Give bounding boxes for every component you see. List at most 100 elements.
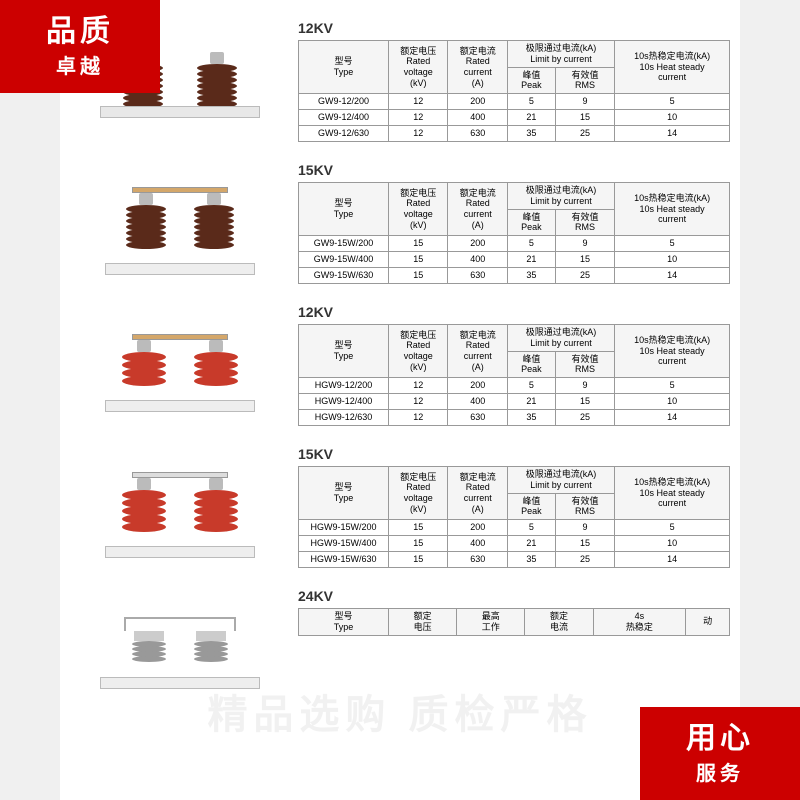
cell-type: HGW9-15W/400 (299, 535, 389, 551)
cell-rms: 9 (555, 378, 614, 394)
cell-rms: 15 (555, 109, 614, 125)
badge-text: 卓越 (10, 50, 150, 79)
th-voltage: 额定电压 (389, 609, 457, 636)
voltage-heading: 12KV (298, 304, 730, 320)
cell-voltage: 12 (389, 125, 448, 141)
cell-type: HGW9-15W/200 (299, 520, 389, 536)
cell-rms: 25 (555, 551, 614, 567)
cell-steady: 14 (615, 267, 730, 283)
th-steady: 10s热稳定电流(kA)10s Heat steadycurrent (615, 467, 730, 520)
th-rms: 有效值RMS (555, 351, 614, 378)
cell-type: HGW9-12/200 (299, 378, 389, 394)
badge-text: 品质 (10, 14, 150, 50)
table-row: HGW9-12/630 12 630 35 25 14 (299, 409, 730, 425)
voltage-heading: 24KV (298, 588, 730, 604)
cell-type: GW9-15W/400 (299, 251, 389, 267)
cell-steady: 5 (615, 94, 730, 110)
cell-peak: 35 (507, 125, 555, 141)
cell-current: 400 (448, 393, 507, 409)
cell-current: 630 (448, 551, 507, 567)
cell-current: 200 (448, 378, 507, 394)
cell-voltage: 15 (389, 251, 448, 267)
th-voltage: 额定电压Ratedvoltage(kV) (389, 467, 448, 520)
cell-peak: 35 (507, 551, 555, 567)
table-row: GW9-12/200 12 200 5 9 5 (299, 94, 730, 110)
table-row: GW9-15W/630 15 630 35 25 14 (299, 267, 730, 283)
table-row: HGW9-15W/630 15 630 35 25 14 (299, 551, 730, 567)
cell-voltage: 15 (389, 551, 448, 567)
cell-type: GW9-15W/200 (299, 236, 389, 252)
cell-type: HGW9-12/630 (299, 409, 389, 425)
cell-rms: 25 (555, 267, 614, 283)
th-current: 额定电流Ratedcurrent(A) (448, 467, 507, 520)
cell-voltage: 12 (389, 378, 448, 394)
cell-steady: 14 (615, 409, 730, 425)
table-row: GW9-15W/400 15 400 21 15 10 (299, 251, 730, 267)
voltage-heading: 12KV (298, 20, 730, 36)
th-steady: 10s热稳定电流(kA)10s Heat steadycurrent (615, 41, 730, 94)
th-work: 最高工作 (457, 609, 525, 636)
th-peak: 峰值Peak (507, 493, 555, 520)
th-limit: 极限通过电流(kA)Limit by current (507, 325, 614, 352)
cell-current: 200 (448, 520, 507, 536)
cell-voltage: 15 (389, 520, 448, 536)
th-limit: 极限通过电流(kA)Limit by current (507, 183, 614, 210)
th-peak: 峰值Peak (507, 209, 555, 236)
cell-type: GW9-12/630 (299, 125, 389, 141)
cell-steady: 14 (615, 125, 730, 141)
cell-peak: 5 (507, 236, 555, 252)
cell-rms: 15 (555, 251, 614, 267)
cell-current: 200 (448, 236, 507, 252)
th-peak: 峰值Peak (507, 67, 555, 94)
cell-steady: 10 (615, 535, 730, 551)
cell-peak: 35 (507, 409, 555, 425)
cell-rms: 25 (555, 125, 614, 141)
th-current: 额定电流Ratedcurrent(A) (448, 325, 507, 378)
th-4s: 4s热稳定 (593, 609, 686, 636)
cell-current: 400 (448, 109, 507, 125)
cell-peak: 21 (507, 393, 555, 409)
th-rms: 有效值RMS (555, 493, 614, 520)
th-steady: 10s热稳定电流(kA)10s Heat steadycurrent (615, 183, 730, 236)
cell-voltage: 15 (389, 535, 448, 551)
cell-steady: 10 (615, 109, 730, 125)
spec-table: 型号Type 额定电压Ratedvoltage(kV) 额定电流Ratedcur… (298, 182, 730, 284)
th-steady: 10s热稳定电流(kA)10s Heat steadycurrent (615, 325, 730, 378)
badge-text: 用心 (650, 721, 790, 757)
cell-current: 630 (448, 409, 507, 425)
th-limit: 极限通过电流(kA)Limit by current (507, 41, 614, 68)
th-type: 型号Type (299, 41, 389, 94)
cell-type: HGW9-12/400 (299, 393, 389, 409)
table-row: HGW9-15W/400 15 400 21 15 10 (299, 535, 730, 551)
th-voltage: 额定电压Ratedvoltage(kV) (389, 183, 448, 236)
cell-rms: 15 (555, 535, 614, 551)
th-type: 型号Type (299, 325, 389, 378)
product-illustration (70, 588, 290, 718)
product-illustration (70, 162, 290, 292)
th-peak: 峰值Peak (507, 351, 555, 378)
cell-voltage: 15 (389, 236, 448, 252)
spec-table: 型号Type 额定电压Ratedvoltage(kV) 额定电流Ratedcur… (298, 40, 730, 142)
voltage-heading: 15KV (298, 446, 730, 462)
th-current: 额定电流Ratedcurrent(A) (448, 41, 507, 94)
table-row: GW9-12/400 12 400 21 15 10 (299, 109, 730, 125)
cell-voltage: 12 (389, 109, 448, 125)
cell-voltage: 15 (389, 267, 448, 283)
cell-type: HGW9-15W/630 (299, 551, 389, 567)
badge-bottom-right: 用心 服务 (640, 707, 800, 800)
cell-peak: 21 (507, 251, 555, 267)
cell-current: 400 (448, 251, 507, 267)
cell-rms: 15 (555, 393, 614, 409)
spec-table: 型号Type 额定电压Ratedvoltage(kV) 额定电流Ratedcur… (298, 466, 730, 568)
cell-voltage: 12 (389, 409, 448, 425)
product-illustration (70, 446, 290, 576)
th-rms: 有效值RMS (555, 67, 614, 94)
cell-current: 400 (448, 535, 507, 551)
cell-steady: 5 (615, 378, 730, 394)
cell-peak: 5 (507, 378, 555, 394)
table-row: GW9-15W/200 15 200 5 9 5 (299, 236, 730, 252)
cell-current: 200 (448, 94, 507, 110)
table-row: HGW9-15W/200 15 200 5 9 5 (299, 520, 730, 536)
product-illustration (70, 304, 290, 434)
cell-rms: 25 (555, 409, 614, 425)
